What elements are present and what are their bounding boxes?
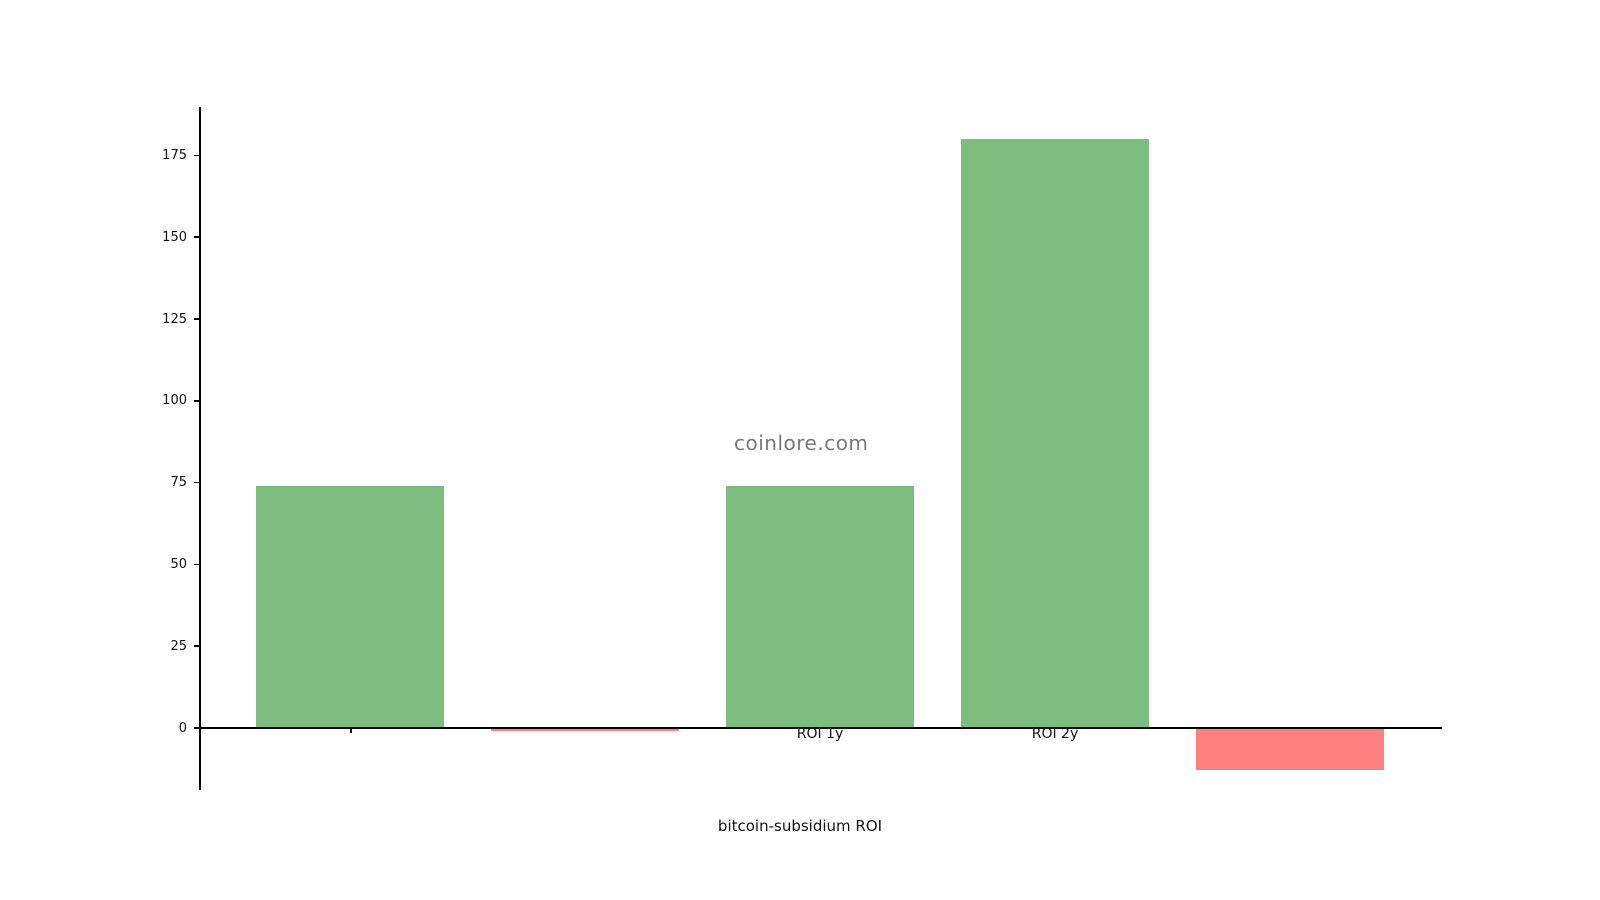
x-tick-label: ROI 1y <box>796 726 844 742</box>
y-tick-mark <box>194 645 200 647</box>
y-tick-mark <box>194 400 200 402</box>
y-tick-mark <box>194 727 200 729</box>
bar-unlabeled-0 <box>256 485 444 728</box>
y-tick-mark <box>194 318 200 320</box>
y-tick-label: 50 <box>170 556 187 572</box>
bar-unlabeled-4 <box>1196 728 1384 770</box>
y-tick-label: 150 <box>162 229 187 245</box>
x-tick-mark <box>350 727 352 733</box>
y-tick-label: 25 <box>170 638 187 654</box>
y-tick-mark <box>194 154 200 157</box>
x-tick-label: ROI 2y <box>1031 726 1079 742</box>
y-tick-mark <box>194 481 200 484</box>
y-tick-label: 175 <box>162 147 187 163</box>
y-tick-label: 75 <box>170 475 187 491</box>
bar-roi-2y <box>961 139 1149 728</box>
y-axis-spine <box>199 107 201 790</box>
chart-title: bitcoin-subsidium ROI <box>717 817 883 835</box>
x-axis-line <box>199 727 1442 729</box>
y-tick-label: 100 <box>162 393 187 409</box>
y-tick-mark <box>194 563 200 566</box>
watermark-text: coinlore.com <box>734 431 869 455</box>
bar-roi-1y <box>726 485 914 728</box>
y-tick-label: 125 <box>162 311 187 327</box>
y-tick-label: 0 <box>178 720 187 736</box>
y-tick-mark <box>194 236 200 238</box>
